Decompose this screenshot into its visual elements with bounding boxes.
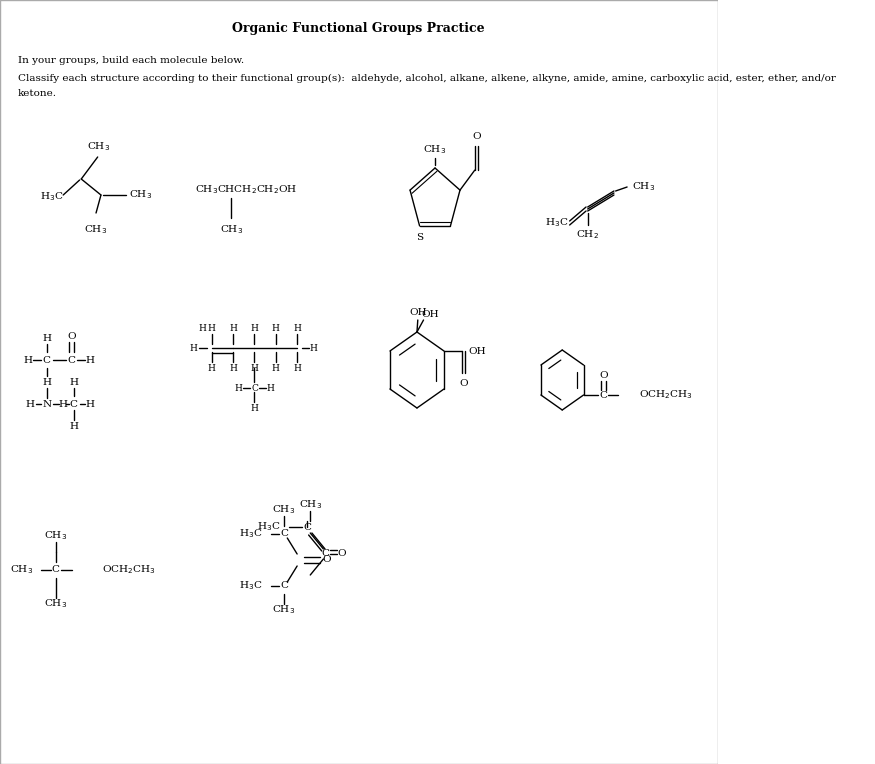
Text: H: H xyxy=(42,377,52,387)
Text: CH$_3$: CH$_3$ xyxy=(87,141,110,154)
Text: C: C xyxy=(321,549,329,558)
Text: OH: OH xyxy=(421,309,439,319)
Text: O: O xyxy=(67,332,76,341)
Text: S: S xyxy=(416,233,424,242)
Text: CH$_3$: CH$_3$ xyxy=(632,180,655,193)
Text: C: C xyxy=(67,355,75,364)
Text: CH$_2$: CH$_2$ xyxy=(577,228,599,241)
Text: H: H xyxy=(69,422,79,430)
Text: CH$_3$: CH$_3$ xyxy=(45,597,67,610)
Text: O: O xyxy=(337,549,346,558)
Text: C: C xyxy=(70,400,78,409)
Text: O: O xyxy=(599,371,607,380)
Text: H: H xyxy=(229,364,237,373)
Text: H$_3$C: H$_3$C xyxy=(257,520,281,533)
Text: H: H xyxy=(293,323,301,332)
Text: H$_3$C: H$_3$C xyxy=(545,217,568,229)
Text: N: N xyxy=(42,400,52,409)
Text: H: H xyxy=(250,323,258,332)
Text: C: C xyxy=(280,529,288,539)
Text: CH$_3$: CH$_3$ xyxy=(424,144,446,157)
Text: C: C xyxy=(280,581,288,591)
Text: CH$_3$CHCH$_2$CH$_2$OH: CH$_3$CHCH$_2$CH$_2$OH xyxy=(195,183,298,196)
Text: C: C xyxy=(303,523,311,532)
Text: OCH$_2$CH$_3$: OCH$_2$CH$_3$ xyxy=(102,564,156,576)
Text: CH$_3$: CH$_3$ xyxy=(45,529,67,542)
Text: H$_3$C: H$_3$C xyxy=(40,190,63,203)
Text: Organic Functional Groups Practice: Organic Functional Groups Practice xyxy=(233,21,485,34)
Text: H: H xyxy=(293,364,301,373)
Text: H: H xyxy=(250,403,258,413)
Text: CH$_3$: CH$_3$ xyxy=(10,564,33,576)
Text: H: H xyxy=(42,334,52,342)
Text: H: H xyxy=(59,400,67,409)
Text: H$_3$C: H$_3$C xyxy=(239,580,262,592)
Text: OH: OH xyxy=(410,307,427,316)
Text: H: H xyxy=(208,364,216,373)
Text: O: O xyxy=(459,378,468,387)
Text: H$_3$C: H$_3$C xyxy=(239,528,262,540)
Text: H: H xyxy=(86,355,94,364)
Text: H: H xyxy=(310,344,318,352)
Text: CH$_3$: CH$_3$ xyxy=(272,503,296,516)
Text: H: H xyxy=(86,400,94,409)
Text: O: O xyxy=(473,131,480,141)
Text: H: H xyxy=(272,364,280,373)
Text: ketone.: ketone. xyxy=(18,89,57,98)
Text: C: C xyxy=(599,390,607,400)
Text: H: H xyxy=(234,384,242,393)
Text: H: H xyxy=(250,364,258,373)
Text: H: H xyxy=(272,323,280,332)
Text: C: C xyxy=(52,565,60,575)
Text: OH: OH xyxy=(469,347,486,355)
Text: CH$_3$: CH$_3$ xyxy=(272,604,296,617)
Text: H: H xyxy=(190,344,198,352)
Text: In your groups, build each molecule below.: In your groups, build each molecule belo… xyxy=(18,56,244,64)
Text: CH$_3$: CH$_3$ xyxy=(298,499,322,511)
Text: OCH$_2$CH$_3$: OCH$_2$CH$_3$ xyxy=(640,389,693,401)
Text: H: H xyxy=(267,384,275,393)
Text: H: H xyxy=(208,323,216,332)
Text: H: H xyxy=(69,377,79,387)
Text: C: C xyxy=(43,355,51,364)
Text: CH$_3$: CH$_3$ xyxy=(85,224,108,236)
Text: CH$_3$: CH$_3$ xyxy=(129,189,152,202)
Text: H: H xyxy=(229,323,237,332)
Text: Classify each structure according to their functional group(s):  aldehyde, alcoh: Classify each structure according to the… xyxy=(18,73,836,83)
Text: H: H xyxy=(24,355,32,364)
Text: H: H xyxy=(198,323,206,332)
Text: H: H xyxy=(26,400,35,409)
Text: CH$_3$: CH$_3$ xyxy=(220,224,243,236)
Text: C: C xyxy=(251,384,258,393)
Text: O: O xyxy=(322,555,331,565)
